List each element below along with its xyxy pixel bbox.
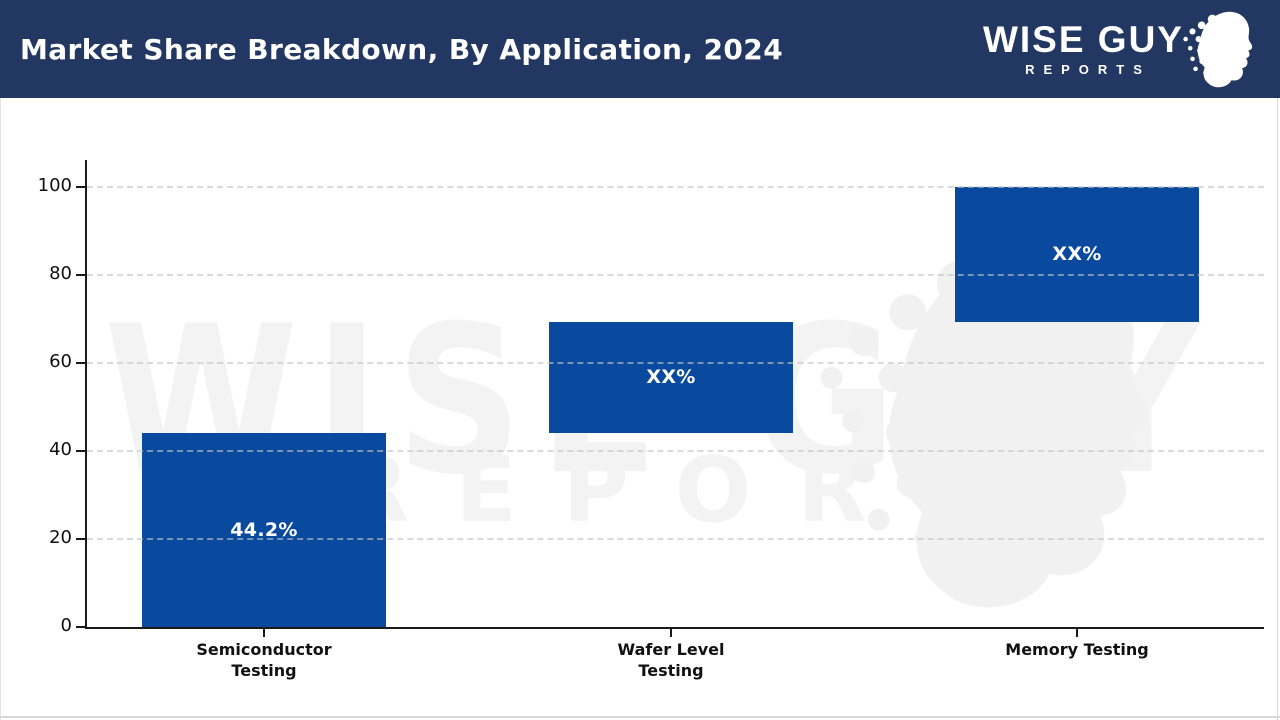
page-bottom-border — [0, 716, 1280, 718]
x-tick-mark-wafer-level-testing — [670, 629, 672, 637]
y-gridline-60 — [87, 362, 1264, 364]
page-right-border — [1277, 98, 1278, 720]
y-tick-mark-40 — [76, 450, 85, 452]
y-tick-label-60: 60 — [49, 351, 72, 372]
y-tick-mark-0 — [76, 626, 85, 628]
bar-wafer-level-testing: XX% — [549, 321, 793, 433]
y-tick-mark-60 — [76, 362, 85, 364]
x-category-label-semiconductor-testing: Semiconductor Testing — [196, 640, 332, 680]
x-tick-mark-semiconductor-testing — [263, 629, 265, 637]
y-tick-label-80: 80 — [49, 263, 72, 284]
x-tick-mark-memory-testing — [1076, 629, 1078, 637]
brand-logo: WISE GUY REPORTS — [983, 3, 1266, 95]
y-axis-spine — [85, 160, 87, 629]
y-tick-mark-80 — [76, 274, 85, 276]
page-left-border — [0, 98, 1, 720]
bar-value-label-memory-testing: XX% — [1052, 243, 1102, 266]
y-tick-label-40: 40 — [49, 439, 72, 460]
brand-face-icon — [1183, 11, 1253, 88]
x-axis-spine — [85, 627, 1264, 629]
y-gridline-80 — [87, 274, 1264, 276]
y-gridline-20 — [87, 538, 1264, 540]
bar-semiconductor-testing: 44.2% — [142, 432, 386, 627]
y-gridline-40 — [87, 450, 1264, 452]
y-tick-mark-100 — [76, 186, 85, 188]
y-tick-label-20: 20 — [49, 527, 72, 548]
brand-subtitle: REPORTS — [1025, 62, 1151, 77]
x-category-label-wafer-level-testing: Wafer Level Testing — [617, 640, 725, 680]
y-tick-mark-20 — [76, 538, 85, 540]
header-banner: Market Share Breakdown, By Application, … — [0, 0, 1280, 98]
brand-logo-text: WISE GUY REPORTS — [982, 19, 1184, 78]
bar-memory-testing: XX% — [955, 187, 1199, 322]
y-gridline-100 — [87, 186, 1264, 188]
x-category-label-memory-testing: Memory Testing — [1005, 640, 1149, 659]
bar-value-label-semiconductor-testing: 44.2% — [230, 518, 298, 541]
brand-name: WISE GUY — [982, 19, 1184, 60]
bar-value-label-wafer-level-testing: XX% — [646, 366, 696, 389]
y-tick-label-100: 100 — [37, 175, 72, 196]
y-tick-label-0: 0 — [60, 615, 72, 636]
page-title: Market Share Breakdown, By Application, … — [20, 32, 784, 66]
